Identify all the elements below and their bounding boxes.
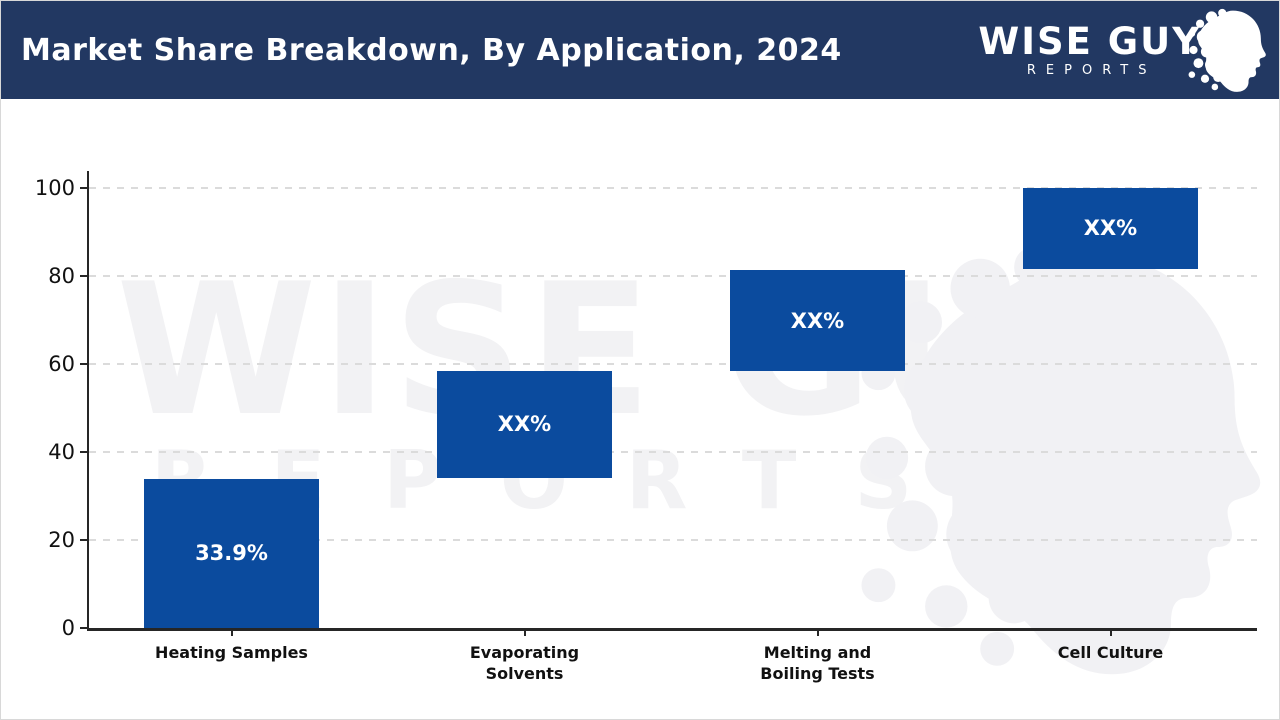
bar-value-label: 33.9% <box>195 541 268 566</box>
gridline <box>89 451 1257 453</box>
x-tick-mark <box>816 628 819 636</box>
bar: 33.9% <box>143 478 320 628</box>
page-title: Market Share Breakdown, By Application, … <box>21 32 842 68</box>
bar: XX% <box>1022 188 1199 269</box>
y-tick-mark <box>80 275 88 277</box>
y-tick-mark <box>80 627 88 629</box>
gridline <box>89 275 1257 277</box>
y-tick-label: 80 <box>48 264 75 288</box>
x-category-label: Evaporating Solvents <box>469 643 580 683</box>
x-category-label: Heating Samples <box>155 643 308 662</box>
logo-subtitle: REPORTS <box>1026 62 1157 78</box>
y-tick-mark <box>80 187 88 189</box>
x-axis <box>87 628 1257 631</box>
gridline <box>89 363 1257 365</box>
y-tick-mark <box>80 363 88 365</box>
logo-wordmark: WISE GUY REPORTS <box>978 23 1201 78</box>
x-tick-mark <box>1109 628 1112 636</box>
y-tick-mark <box>80 539 88 541</box>
logo-name: WISE GUY <box>978 19 1201 63</box>
bar: XX% <box>729 270 906 372</box>
bar: XX% <box>436 371 613 478</box>
chart-area: WISE GUY REPORTS 0 20 40 60 80 100 33.9% Heatin… <box>1 99 1279 719</box>
y-tick-mark <box>80 451 88 453</box>
bar-value-label: XX% <box>790 308 845 333</box>
y-tick-label: 20 <box>48 528 75 552</box>
brand-logo: WISE GUY REPORTS <box>978 4 1271 96</box>
y-tick-label: 100 <box>34 176 75 200</box>
bar-value-label: XX% <box>1083 216 1138 241</box>
y-tick-label: 0 <box>61 616 75 640</box>
gridline <box>89 187 1257 189</box>
header: Market Share Breakdown, By Application, … <box>1 1 1279 99</box>
bar-value-label: XX% <box>497 412 552 437</box>
y-tick-label: 60 <box>48 352 75 376</box>
gridline <box>89 539 1257 541</box>
y-tick-label: 40 <box>48 440 75 464</box>
x-tick-mark <box>230 628 233 636</box>
x-category-label: Cell Culture <box>1057 643 1164 662</box>
y-axis <box>87 171 89 631</box>
x-tick-mark <box>523 628 526 636</box>
plot: 0 20 40 60 80 100 33.9% Heating Samples XX% Evapo… <box>1 99 1279 719</box>
x-category-label: Melting and Boiling Tests <box>760 643 875 683</box>
